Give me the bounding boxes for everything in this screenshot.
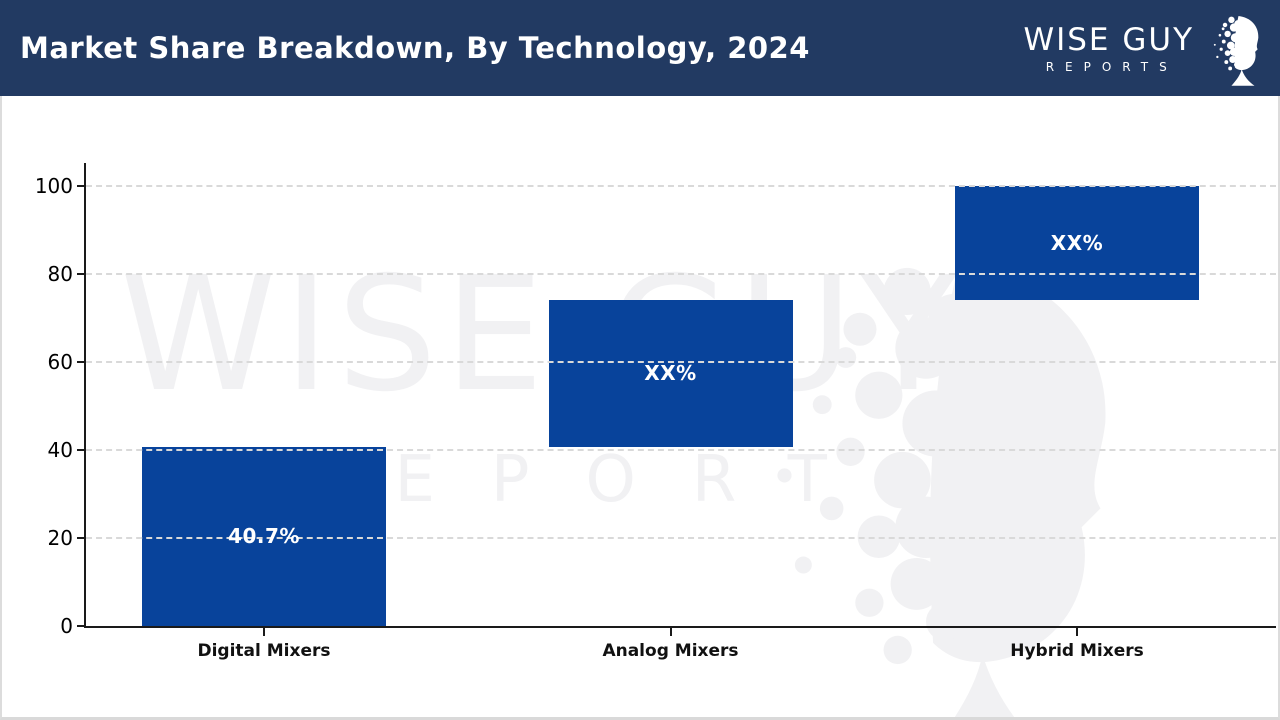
watermark-face-icon (777, 263, 1106, 717)
brand-logo: WISE GUY REPORTS (1023, 8, 1266, 88)
page-title: Market Share Breakdown, By Technology, 2… (20, 31, 810, 65)
watermark-subtext: REPORTS (294, 443, 980, 517)
brand-logo-text: WISE GUY REPORTS (1023, 23, 1194, 74)
plot-background: WISE GUY REPORTS (0, 96, 1280, 720)
header: Market Share Breakdown, By Technology, 2… (0, 0, 1280, 96)
wiseguy-face-icon (1213, 16, 1259, 86)
brand-name: WISE GUY (1023, 21, 1194, 58)
watermark: WISE GUY REPORTS (2, 96, 1278, 717)
watermark-brand-text: WISE GUY (120, 243, 964, 427)
brand-subname: REPORTS (1045, 59, 1178, 74)
